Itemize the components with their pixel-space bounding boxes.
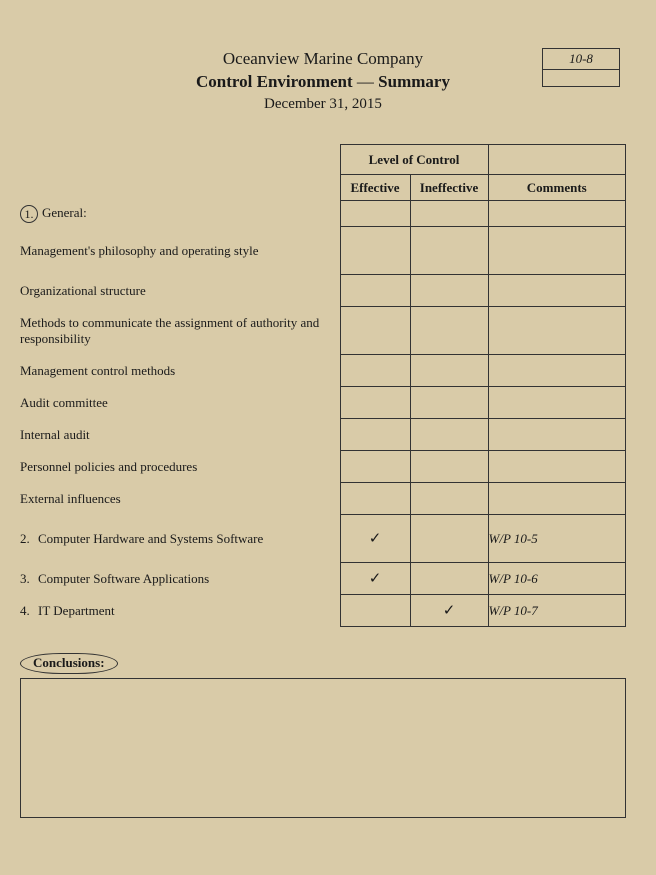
- reference-blank: [543, 70, 619, 86]
- cell-ineffective: [410, 307, 488, 355]
- title-right: Summary: [378, 72, 450, 91]
- cell-effective: [340, 201, 410, 227]
- section-1-number-circle: 1.: [20, 205, 38, 223]
- cell-comment: [488, 419, 626, 451]
- cell-ineffective: [410, 387, 488, 419]
- form-grid: Level of Control Effective Ineffective C…: [20, 144, 626, 627]
- document-date: December 31, 2015: [113, 94, 533, 114]
- cell-comment: [488, 355, 626, 387]
- document-header: Oceanview Marine Company Control Environ…: [113, 48, 533, 114]
- cell-ineffective: [410, 275, 488, 307]
- column-header-comments: Comments: [488, 175, 626, 201]
- conclusions-box: [20, 678, 626, 818]
- table-row: Internal audit: [20, 419, 626, 451]
- cell-ineffective: ✓: [410, 595, 488, 627]
- table-header-row-1: Level of Control: [20, 145, 626, 175]
- item-label: Management's philosophy and operating st…: [20, 227, 340, 275]
- item-label: Methods to communicate the assignment of…: [20, 307, 340, 355]
- table-row: 2.Computer Hardware and Systems Software…: [20, 515, 626, 563]
- table-row: Methods to communicate the assignment of…: [20, 307, 626, 355]
- table-row: Personnel policies and procedures: [20, 451, 626, 483]
- cell-comment: [488, 227, 626, 275]
- section-1-heading-row: 1. General:: [20, 201, 626, 227]
- table-row: Audit committee: [20, 387, 626, 419]
- company-name: Oceanview Marine Company: [113, 48, 533, 71]
- cell-comment: W/P 10-6: [488, 563, 626, 595]
- column-header-ineffective: Ineffective: [410, 175, 488, 201]
- cell-comment: [488, 387, 626, 419]
- item-label: 3.Computer Software Applications: [20, 563, 340, 595]
- cell-ineffective: [410, 227, 488, 275]
- item-label: Audit committee: [20, 387, 340, 419]
- cell-effective: ✓: [340, 515, 410, 563]
- cell-comment: W/P 10-7: [488, 595, 626, 627]
- item-label: 4.IT Department: [20, 595, 340, 627]
- cell-effective: [340, 595, 410, 627]
- table-row: External influences: [20, 483, 626, 515]
- cell-ineffective: [410, 515, 488, 563]
- item-number: 2.: [20, 531, 38, 547]
- column-header-effective: Effective: [340, 175, 410, 201]
- column-header-level: Level of Control: [340, 145, 488, 175]
- cell-effective: [340, 483, 410, 515]
- item-text: IT Department: [38, 603, 115, 618]
- item-label: Personnel policies and procedures: [20, 451, 340, 483]
- cell-comment: [488, 201, 626, 227]
- item-label: Organizational structure: [20, 275, 340, 307]
- item-label: Internal audit: [20, 419, 340, 451]
- cell-ineffective: [410, 451, 488, 483]
- table-header-row-2: Effective Ineffective Comments: [20, 175, 626, 201]
- item-number: 4.: [20, 603, 38, 619]
- cell-effective: [340, 227, 410, 275]
- cell-comment: [488, 275, 626, 307]
- control-table: Level of Control Effective Ineffective C…: [20, 144, 626, 627]
- cell-effective: [340, 387, 410, 419]
- document-title: Control Environment — Summary: [113, 71, 533, 94]
- item-label: 2.Computer Hardware and Systems Software: [20, 515, 340, 563]
- cell-ineffective: [410, 355, 488, 387]
- title-left: Control Environment: [196, 72, 353, 91]
- cell-ineffective: [410, 563, 488, 595]
- item-label: External influences: [20, 483, 340, 515]
- table-row: 3.Computer Software Applications ✓ W/P 1…: [20, 563, 626, 595]
- item-text: Computer Hardware and Systems Software: [38, 531, 263, 546]
- cell-effective: [340, 307, 410, 355]
- reference-number: 10-8: [543, 49, 619, 70]
- table-row: Organizational structure: [20, 275, 626, 307]
- cell-comment: W/P 10-5: [488, 515, 626, 563]
- cell-comment: [488, 451, 626, 483]
- cell-effective: [340, 275, 410, 307]
- section-1-label-cell: 1. General:: [20, 201, 340, 227]
- cell-comment: [488, 483, 626, 515]
- item-number: 3.: [20, 571, 38, 587]
- table-row: 4.IT Department ✓ W/P 10-7: [20, 595, 626, 627]
- title-dash: —: [353, 72, 379, 91]
- conclusions-section: Conclusions:: [20, 653, 626, 818]
- cell-ineffective: [410, 201, 488, 227]
- conclusions-label: Conclusions:: [20, 653, 118, 674]
- cell-effective: [340, 419, 410, 451]
- reference-box: 10-8: [542, 48, 620, 87]
- page: 10-8 Oceanview Marine Company Control En…: [0, 0, 656, 875]
- cell-ineffective: [410, 419, 488, 451]
- table-row: Management's philosophy and operating st…: [20, 227, 626, 275]
- cell-effective: [340, 355, 410, 387]
- cell-ineffective: [410, 483, 488, 515]
- item-text: Computer Software Applications: [38, 571, 209, 586]
- cell-effective: [340, 451, 410, 483]
- table-row: Management control methods: [20, 355, 626, 387]
- section-1-label: General:: [42, 205, 87, 220]
- item-label: Management control methods: [20, 355, 340, 387]
- cell-comment: [488, 307, 626, 355]
- cell-effective: ✓: [340, 563, 410, 595]
